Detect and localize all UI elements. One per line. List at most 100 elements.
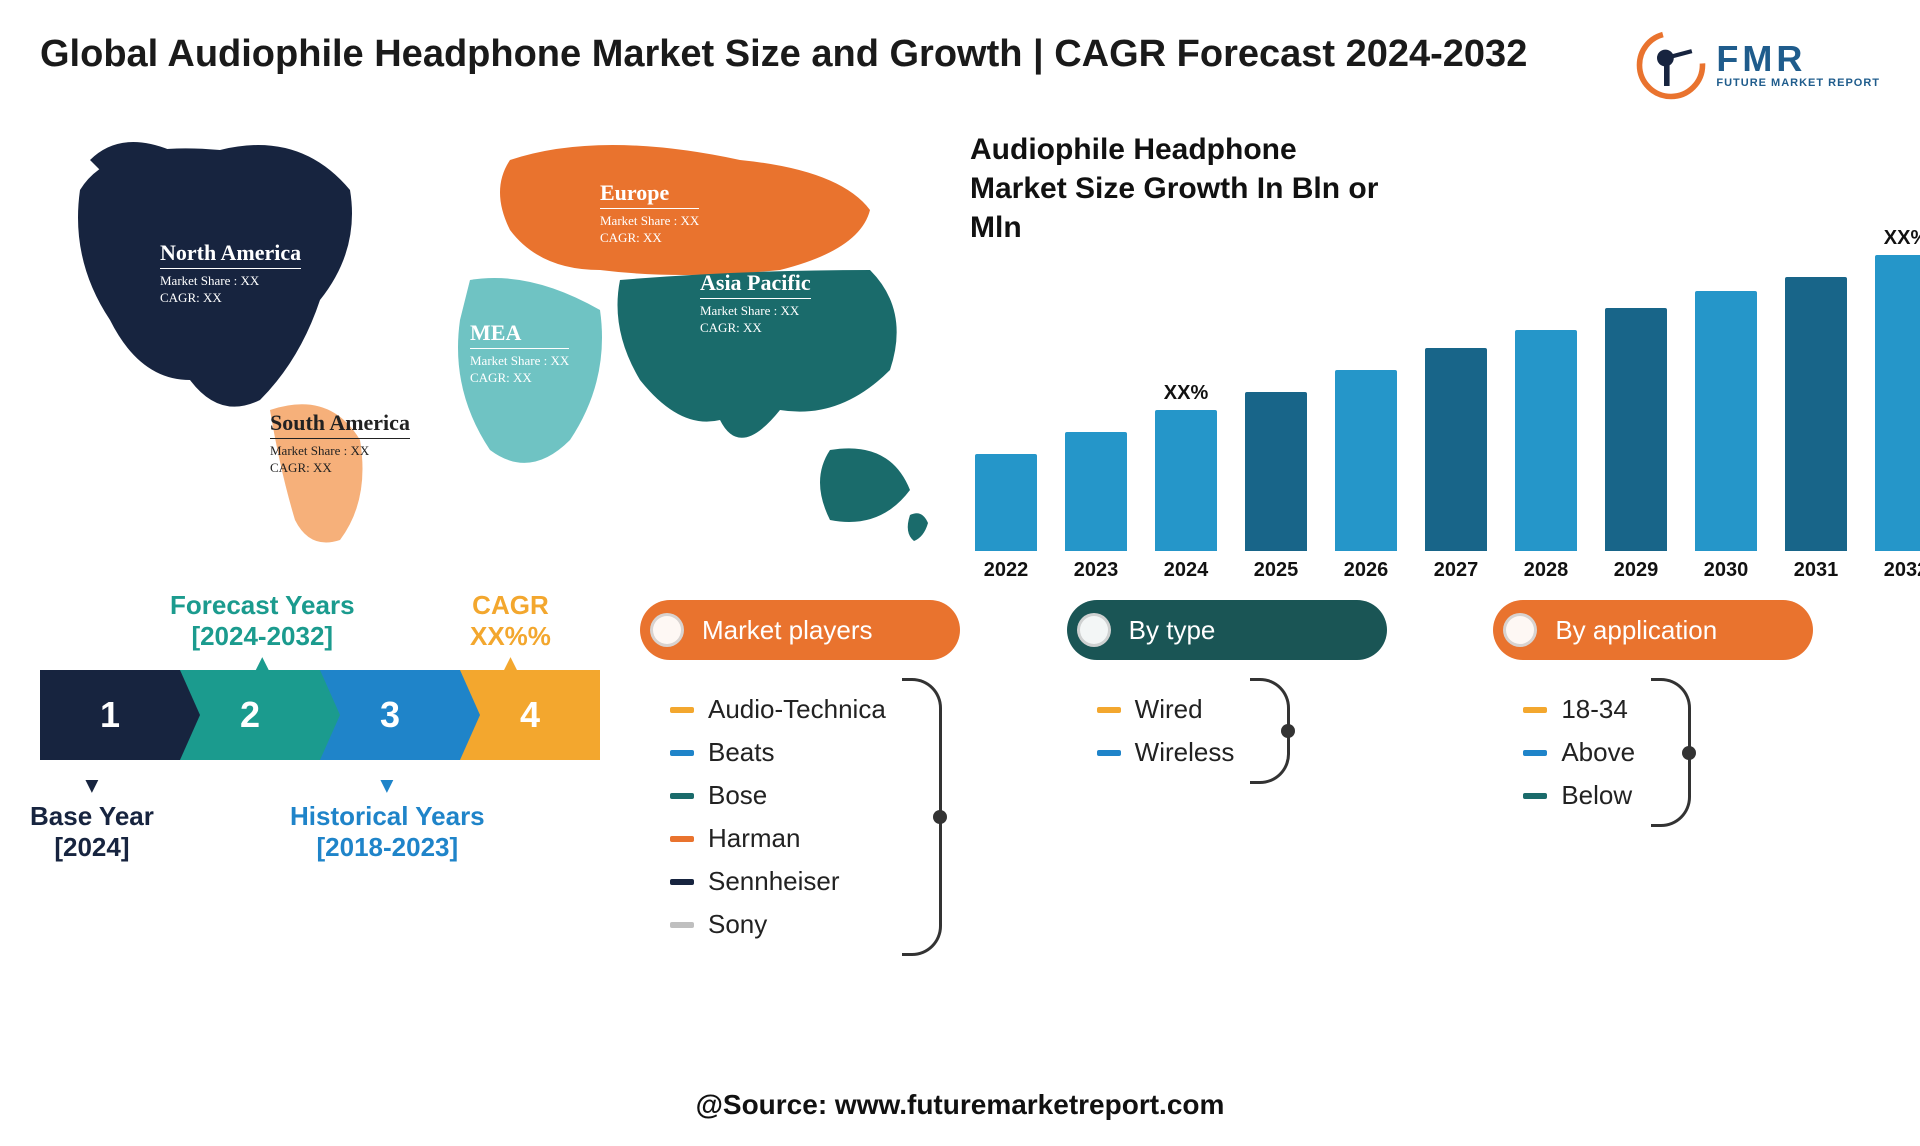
- bar-year: 2024: [1164, 559, 1209, 582]
- list-item: Wireless: [1097, 731, 1235, 774]
- list-item-text: Wireless: [1135, 737, 1235, 768]
- list-app: 18-34 Above Below: [1493, 678, 1645, 827]
- region-share: Market Share : XX: [600, 213, 699, 230]
- list-item-text: Bose: [708, 780, 767, 811]
- dash-icon: [670, 793, 694, 799]
- lower-row: Forecast Years [2024-2032] ▲ CAGR XX%% ▲…: [40, 600, 1880, 956]
- circle-icon: [1077, 613, 1111, 647]
- bar-top-label: XX%: [1884, 227, 1920, 250]
- bar-year: 2028: [1524, 559, 1569, 582]
- region-name: Europe: [600, 180, 699, 209]
- anno-forecast-title: Forecast Years: [170, 590, 355, 620]
- upper-row: North America Market Share : XX CAGR: XX…: [40, 120, 1880, 550]
- logo-text-sub: FUTURE MARKET REPORT: [1716, 77, 1880, 89]
- timeline-seg-2: 2: [180, 670, 320, 760]
- dash-icon: [1097, 707, 1121, 713]
- bar-2029: 2029: [1600, 308, 1672, 582]
- list-type: Wired Wireless: [1067, 678, 1245, 784]
- source-line: @Source: www.futuremarketreport.com: [696, 1089, 1225, 1121]
- bar-rect: [1695, 291, 1757, 551]
- dash-icon: [670, 750, 694, 756]
- bar-2022: 2022: [970, 454, 1042, 582]
- region-cagr: CAGR: XX: [160, 290, 301, 307]
- bracket-icon: [1651, 678, 1691, 827]
- list-item: 18-34: [1523, 688, 1635, 731]
- anno-cagr-title: CAGR: [472, 590, 549, 620]
- bar-year: 2030: [1704, 559, 1749, 582]
- list-item: Beats: [670, 731, 886, 774]
- list-item-text: Audio-Technica: [708, 694, 886, 725]
- anno-base-title: Base Year: [30, 801, 154, 831]
- list-item-text: Above: [1561, 737, 1635, 768]
- logo: FMR FUTURE MARKET REPORT: [1636, 30, 1880, 100]
- bar-2028: 2028: [1510, 330, 1582, 582]
- bar-rect: [1065, 432, 1127, 551]
- list-item-text: Sony: [708, 909, 767, 940]
- bar-2025: 2025: [1240, 392, 1312, 582]
- seg-number: 1: [100, 694, 120, 736]
- anno-cagr-sub: XX%%: [470, 621, 551, 651]
- world-map: North America Market Share : XX CAGR: XX…: [40, 120, 940, 550]
- list-item-text: Sennheiser: [708, 866, 840, 897]
- list-item-text: 18-34: [1561, 694, 1628, 725]
- pill-header-players: Market players: [640, 600, 960, 660]
- region-name: South America: [270, 410, 410, 439]
- bar-year: 2026: [1344, 559, 1389, 582]
- list-item: Bose: [670, 774, 886, 817]
- bar-year: 2025: [1254, 559, 1299, 582]
- region-ap-nz: [908, 513, 928, 541]
- bar-2027: 2027: [1420, 348, 1492, 582]
- anno-forecast: Forecast Years [2024-2032] ▲: [170, 590, 355, 674]
- chart-title: Audiophile Headphone Market Size Growth …: [970, 130, 1390, 247]
- timeline-seg-4: 4: [460, 670, 600, 760]
- anno-forecast-sub: [2024-2032]: [191, 621, 333, 651]
- list-item-text: Beats: [708, 737, 775, 768]
- pill-header-app: By application: [1493, 600, 1813, 660]
- region-label-sa: South America Market Share : XX CAGR: XX: [270, 410, 410, 477]
- dash-icon: [1097, 750, 1121, 756]
- region-share: Market Share : XX: [470, 353, 569, 370]
- pill-header-type: By type: [1067, 600, 1387, 660]
- growth-chart: Audiophile Headphone Market Size Growth …: [970, 120, 1920, 550]
- dash-icon: [670, 836, 694, 842]
- region-label-eu: Europe Market Share : XX CAGR: XX: [600, 180, 699, 247]
- region-share: Market Share : XX: [270, 443, 410, 460]
- bar-container: 2022 2023 XX% 2024 2025 2026 2027 2028 2…: [970, 262, 1920, 582]
- region-name: North America: [160, 240, 301, 269]
- bar-rect: [975, 454, 1037, 551]
- timeline: Forecast Years [2024-2032] ▲ CAGR XX%% ▲…: [40, 600, 600, 760]
- bar-top-label: XX%: [1164, 382, 1208, 405]
- bar-year: 2023: [1074, 559, 1119, 582]
- anno-hist-title: Historical Years: [290, 801, 485, 831]
- bar-2030: 2030: [1690, 291, 1762, 582]
- circle-icon: [650, 613, 684, 647]
- dash-icon: [670, 707, 694, 713]
- bracket-icon: [902, 678, 942, 956]
- list-item: Audio-Technica: [670, 688, 886, 731]
- bar-year: 2031: [1794, 559, 1839, 582]
- bar-rect: [1605, 308, 1667, 551]
- logo-text-fmr: FMR: [1716, 41, 1880, 77]
- fmr-logo-icon: [1636, 30, 1706, 100]
- list-item: Harman: [670, 817, 886, 860]
- region-cagr: CAGR: XX: [270, 460, 410, 477]
- bar-rect: [1245, 392, 1307, 551]
- anno-base: ▲ Base Year [2024]: [30, 770, 154, 863]
- region-share: Market Share : XX: [160, 273, 301, 290]
- anno-hist: ▲ Historical Years [2018-2023]: [290, 770, 485, 863]
- region-cagr: CAGR: XX: [700, 320, 811, 337]
- triangle-down-icon: ▲: [81, 776, 103, 798]
- region-cagr: CAGR: XX: [600, 230, 699, 247]
- page-title: Global Audiophile Headphone Market Size …: [40, 30, 1527, 79]
- bar-2026: 2026: [1330, 370, 1402, 582]
- bar-2024: XX% 2024: [1150, 410, 1222, 582]
- bar-rect: XX%: [1875, 255, 1920, 551]
- bar-rect: XX%: [1155, 410, 1217, 551]
- pill-market-players: Market players Audio-Technica Beats Bose…: [640, 600, 1027, 956]
- pill-label: Market players: [702, 615, 873, 646]
- bar-rect: [1425, 348, 1487, 551]
- pill-label: By type: [1129, 615, 1216, 646]
- region-share: Market Share : XX: [700, 303, 811, 320]
- region-label-na: North America Market Share : XX CAGR: XX: [160, 240, 301, 307]
- seg-number: 4: [520, 694, 540, 736]
